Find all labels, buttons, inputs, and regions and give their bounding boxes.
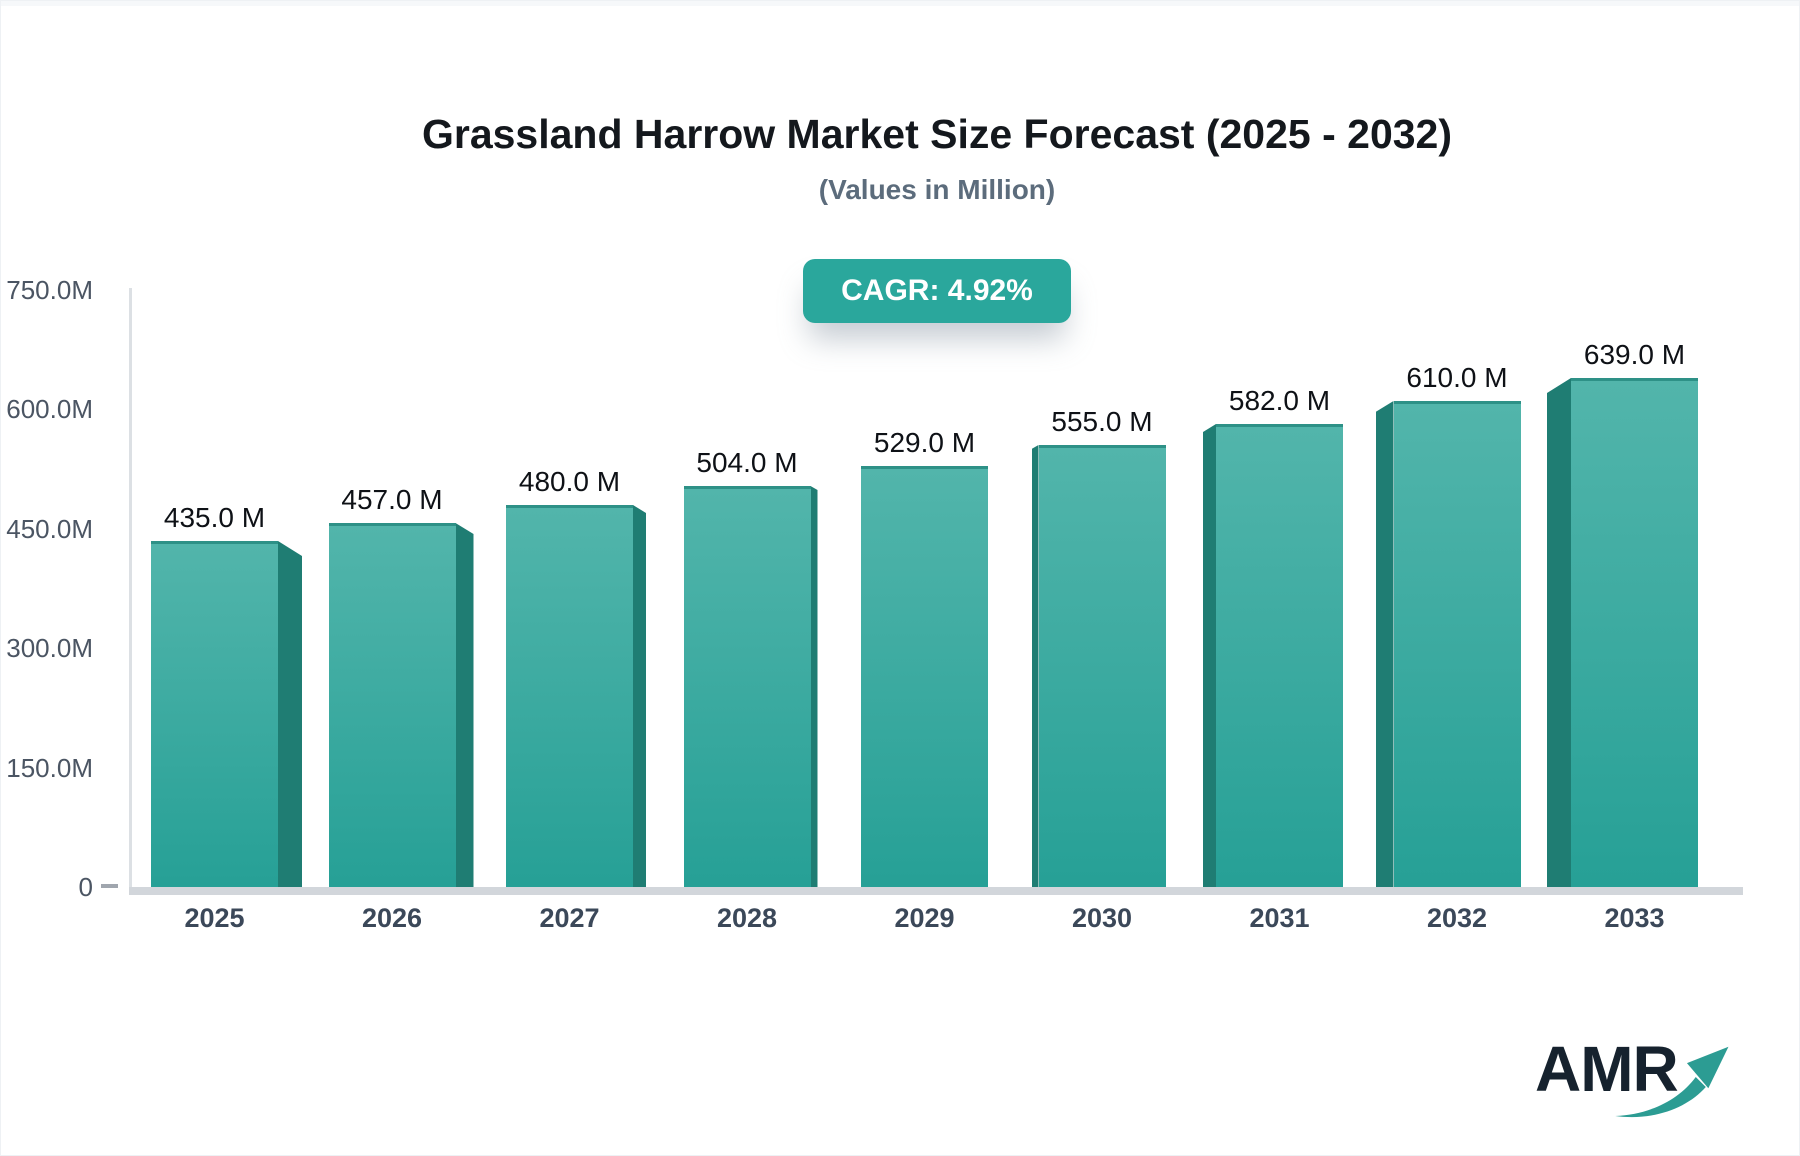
bar-value-label-2031: 582.0 M <box>1228 385 1331 416</box>
bar-side-2030 <box>1031 445 1039 887</box>
bar-2025 <box>151 541 302 887</box>
bar-face-2030 <box>1038 445 1166 887</box>
page-top-border <box>1 1 1799 6</box>
logo-text: AMR <box>1535 1033 1679 1105</box>
bar-side-2028 <box>810 486 818 887</box>
bar-face-2033 <box>1571 378 1698 887</box>
bar-2029 <box>861 466 988 887</box>
y-tick-600.0M: 600.0M <box>6 394 93 425</box>
chart-title: Grassland Harrow Market Size Forecast (2… <box>421 111 1453 157</box>
bar-face-2029 <box>861 466 988 887</box>
bar-value-label-2028: 504.0 M <box>696 447 798 478</box>
y-axis-line <box>129 288 132 887</box>
x-tick-2027: 2027 <box>539 903 600 933</box>
bar-face-2025 <box>151 541 278 887</box>
bar-2027 <box>506 505 646 887</box>
x-tick-2026: 2026 <box>361 903 423 933</box>
bar-2033 <box>1547 378 1698 887</box>
bar-face-2032 <box>1393 401 1521 887</box>
chart-header: Grassland Harrow Market Size Forecast (2… <box>131 111 1743 206</box>
y-tick-0: 0 <box>78 872 93 902</box>
x-tick-2033: 2033 <box>1604 903 1665 933</box>
bar-face-2031 <box>1216 424 1343 887</box>
bar-2026 <box>328 523 474 887</box>
bar-side-2027 <box>633 505 646 887</box>
bar-value-label-2033: 639.0 M <box>1583 339 1686 370</box>
bar-value-label-2025: 435.0 M <box>163 502 266 533</box>
bar-side-2031 <box>1203 424 1216 887</box>
bar-2032 <box>1375 401 1521 887</box>
bar-side-2032 <box>1375 401 1394 887</box>
bar-value-label-2027: 480.0 M <box>518 466 621 497</box>
y-tick-750.0M: 750.0M <box>6 275 93 305</box>
bar-side-2025 <box>278 541 302 887</box>
x-axis-baseline <box>129 887 1743 895</box>
chart-subtitle: (Values in Million) <box>818 174 1056 206</box>
bar-side-2026 <box>455 523 474 887</box>
x-tick-2032: 2032 <box>1426 903 1488 933</box>
bar-value-label-2030: 555.0 M <box>1051 406 1153 437</box>
y-tick-300.0M: 300.0M <box>6 633 93 664</box>
amr-logo: AMR <box>1529 1033 1779 1123</box>
bar-2028 <box>683 486 818 887</box>
bar-side-2033 <box>1547 378 1571 887</box>
x-tick-2030: 2030 <box>1071 903 1133 933</box>
logo-growth-arrow-icon <box>1615 1046 1729 1118</box>
x-tick-2028: 2028 <box>716 903 778 933</box>
zero-tick-dash <box>101 884 118 888</box>
y-tick-150.0M: 150.0M <box>6 752 93 783</box>
bar-face-2027 <box>506 505 633 887</box>
cagr-badge-row: CAGR: 4.92% <box>131 259 1743 323</box>
x-tick-2029: 2029 <box>894 903 955 933</box>
bar-face-2026 <box>328 523 456 887</box>
bar-face-2028 <box>683 486 811 887</box>
bar-2030 <box>1031 445 1166 887</box>
cagr-badge: CAGR: 4.92% <box>803 259 1071 323</box>
x-tick-2031: 2031 <box>1249 903 1310 933</box>
bar-value-label-2029: 529.0 M <box>873 427 976 458</box>
y-tick-450.0M: 450.0M <box>6 513 93 544</box>
x-tick-2025: 2025 <box>184 903 245 933</box>
bar-2031 <box>1203 424 1343 887</box>
bar-value-label-2026: 457.0 M <box>341 484 443 515</box>
bar-value-label-2032: 610.0 M <box>1406 362 1508 393</box>
